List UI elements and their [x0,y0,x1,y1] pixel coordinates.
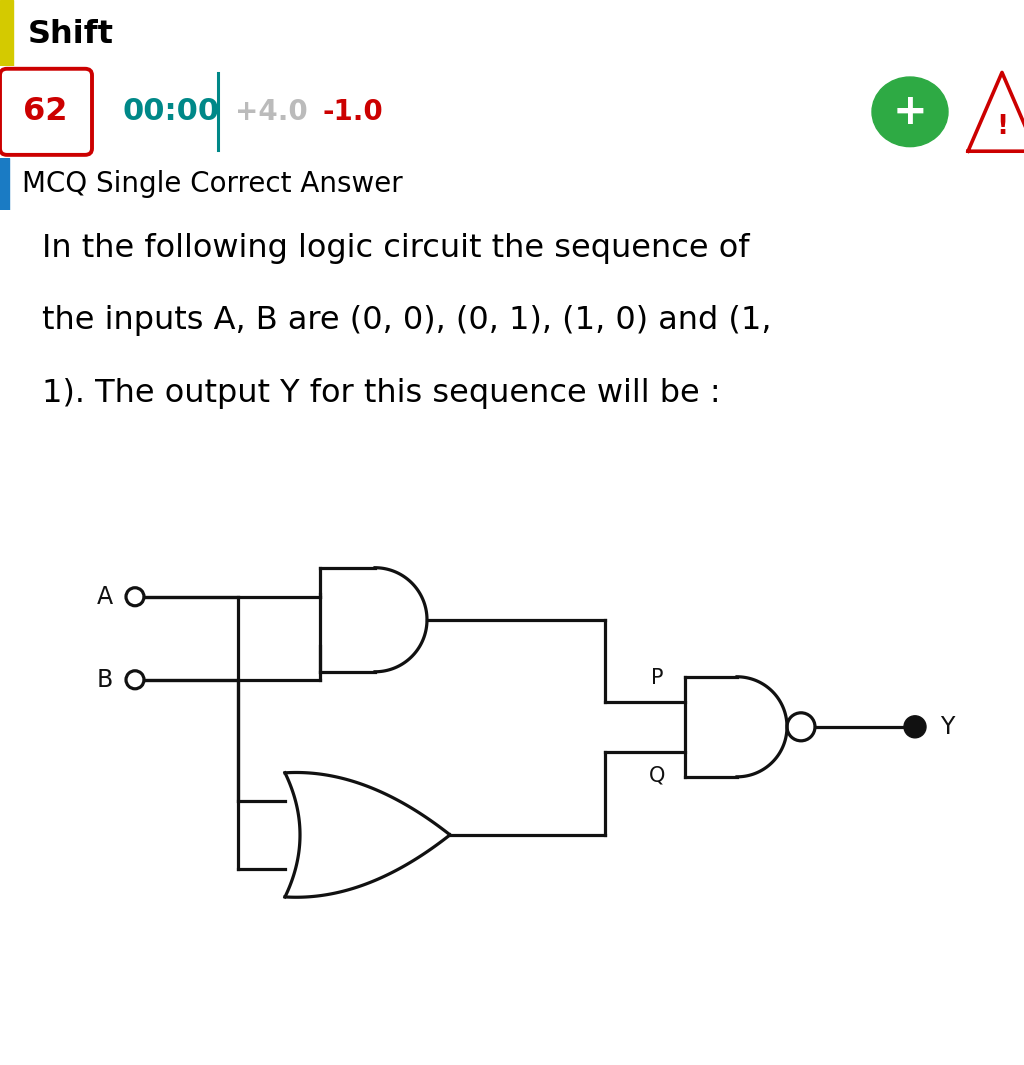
Text: P: P [650,668,664,688]
Text: -1.0: -1.0 [322,98,383,126]
Text: In the following logic circuit the sequence of: In the following logic circuit the seque… [42,233,750,264]
Text: B: B [96,668,113,692]
Polygon shape [968,72,1024,151]
FancyBboxPatch shape [0,69,92,154]
Circle shape [904,716,926,738]
Text: +4.0: +4.0 [234,98,308,126]
Circle shape [872,77,948,147]
Text: A: A [97,585,113,609]
Text: 1). The output Y for this sequence will be :: 1). The output Y for this sequence will … [42,378,721,409]
Text: 62: 62 [24,96,68,128]
Text: !: ! [996,114,1008,141]
Text: Y: Y [940,715,954,739]
Text: MCQ Single Correct Answer: MCQ Single Correct Answer [22,169,402,198]
Bar [0,158,9,210]
Text: Shift: Shift [28,19,114,50]
Bar [0,0,13,66]
Text: 00:00: 00:00 [122,97,219,127]
Text: +: + [893,91,928,133]
Text: Q: Q [649,766,666,786]
Text: the inputs A, B are (0, 0), (0, 1), (1, 0) and (1,: the inputs A, B are (0, 0), (0, 1), (1, … [42,306,771,337]
